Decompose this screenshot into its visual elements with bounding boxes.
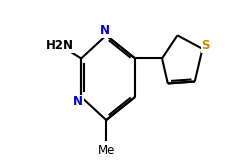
Text: S: S xyxy=(201,39,210,52)
Text: N: N xyxy=(73,95,83,108)
Text: Me: Me xyxy=(98,144,115,157)
Text: N: N xyxy=(100,24,110,37)
Text: H2N: H2N xyxy=(46,39,74,52)
